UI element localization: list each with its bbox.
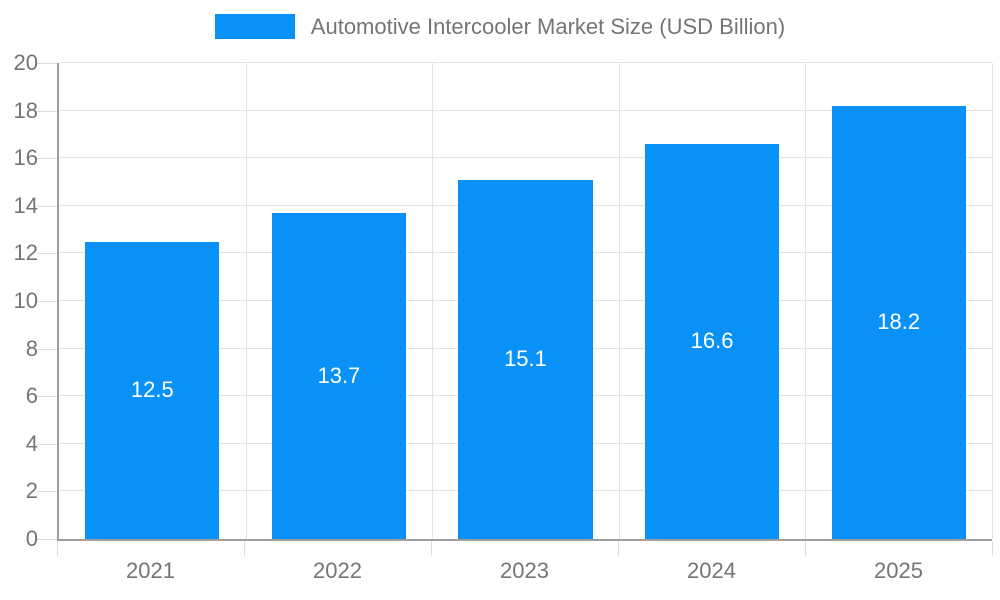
x-axis-label: 2023 xyxy=(500,558,549,583)
h-gridline xyxy=(59,109,992,111)
x-tick xyxy=(244,541,245,556)
x-tick xyxy=(431,541,432,556)
x-axis-label: 2021 xyxy=(126,558,175,583)
x-axis-line xyxy=(57,539,992,541)
bar-value-label: 15.1 xyxy=(504,346,547,372)
x-axis-label: 2024 xyxy=(687,558,736,583)
x-tick xyxy=(618,541,619,556)
v-gridline xyxy=(618,63,620,539)
y-axis-label: 20 xyxy=(13,50,38,75)
h-gridline xyxy=(59,62,992,63)
v-gridline xyxy=(432,63,434,539)
bar-2023: 15.1 xyxy=(458,179,593,539)
x-axis-label: 2025 xyxy=(874,558,923,583)
y-tick xyxy=(37,158,57,160)
y-axis-label: 4 xyxy=(25,430,38,456)
bar-2024: 16.6 xyxy=(644,143,780,539)
legend-label: Automotive Intercooler Market Size (USD … xyxy=(310,14,786,39)
legend[interactable]: Automotive Intercooler Market Size (USD … xyxy=(0,14,1000,39)
y-tick xyxy=(37,396,57,398)
bar-value-label: 16.6 xyxy=(690,328,734,354)
y-tick xyxy=(37,348,57,350)
y-tick xyxy=(37,443,57,445)
bar-value-label: 18.2 xyxy=(877,309,921,335)
y-tick xyxy=(37,301,57,302)
x-axis-label: 2022 xyxy=(313,558,362,583)
x-tick xyxy=(57,541,58,556)
bar-2025: 18.2 xyxy=(831,105,966,539)
plot-area: 12.5 13.7 15.1 16.6 18.2 xyxy=(59,62,993,539)
y-tick xyxy=(37,253,57,255)
y-axis-label: 0 xyxy=(25,526,38,551)
y-axis-label: 6 xyxy=(25,383,38,409)
v-gridline xyxy=(805,63,807,539)
y-axis-label: 10 xyxy=(13,288,38,313)
x-tick xyxy=(992,541,993,556)
y-axis-label: 18 xyxy=(13,97,38,123)
y-tick xyxy=(37,205,57,207)
y-axis-line xyxy=(57,63,59,541)
bar-value-label: 12.5 xyxy=(130,377,174,403)
y-tick xyxy=(37,539,57,540)
v-gridline xyxy=(245,63,247,539)
bar-2022: 13.7 xyxy=(271,212,407,539)
legend-swatch-icon xyxy=(214,14,295,39)
h-gridline xyxy=(59,157,992,159)
y-axis-label: 16 xyxy=(13,145,38,171)
y-axis-label: 12 xyxy=(13,240,38,266)
x-tick xyxy=(805,541,806,556)
y-axis-label: 8 xyxy=(25,335,38,361)
y-tick xyxy=(37,110,57,112)
y-axis-label: 2 xyxy=(25,478,38,504)
y-axis-label: 14 xyxy=(13,192,38,218)
y-tick xyxy=(37,491,57,493)
v-gridline xyxy=(992,63,993,539)
y-tick xyxy=(37,63,57,64)
bar-2021: 12.5 xyxy=(85,241,220,539)
bar-value-label: 13.7 xyxy=(317,362,361,388)
